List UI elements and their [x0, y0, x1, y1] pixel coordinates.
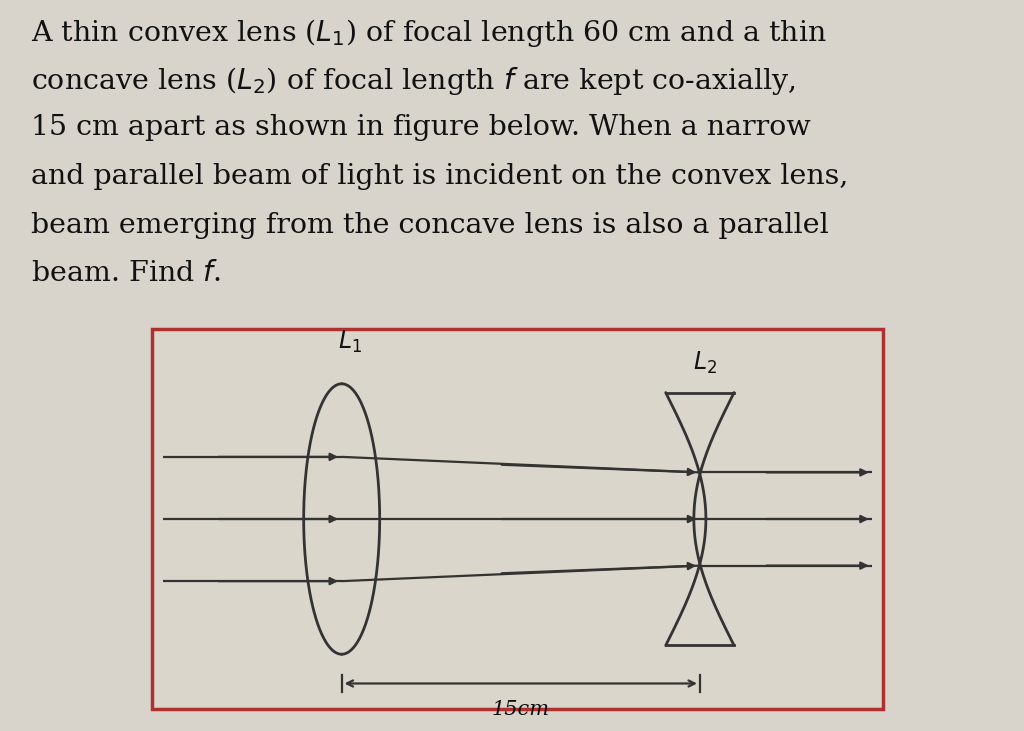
Text: beam emerging from the concave lens is also a parallel: beam emerging from the concave lens is a…	[31, 212, 828, 238]
Text: 15cm: 15cm	[492, 700, 550, 719]
Text: $L_1$: $L_1$	[338, 328, 362, 355]
Text: concave lens ($L_2$) of focal length $f$ are kept co-axially,: concave lens ($L_2$) of focal length $f$…	[31, 66, 796, 97]
Text: and parallel beam of light is incident on the convex lens,: and parallel beam of light is incident o…	[31, 163, 848, 190]
Text: 15 cm apart as shown in figure below. When a narrow: 15 cm apart as shown in figure below. Wh…	[31, 114, 810, 141]
Text: beam. Find $f$.: beam. Find $f$.	[31, 260, 221, 287]
Text: A thin convex lens ($L_1$) of focal length 60 cm and a thin: A thin convex lens ($L_1$) of focal leng…	[31, 17, 826, 49]
Text: $L_2$: $L_2$	[692, 350, 717, 376]
